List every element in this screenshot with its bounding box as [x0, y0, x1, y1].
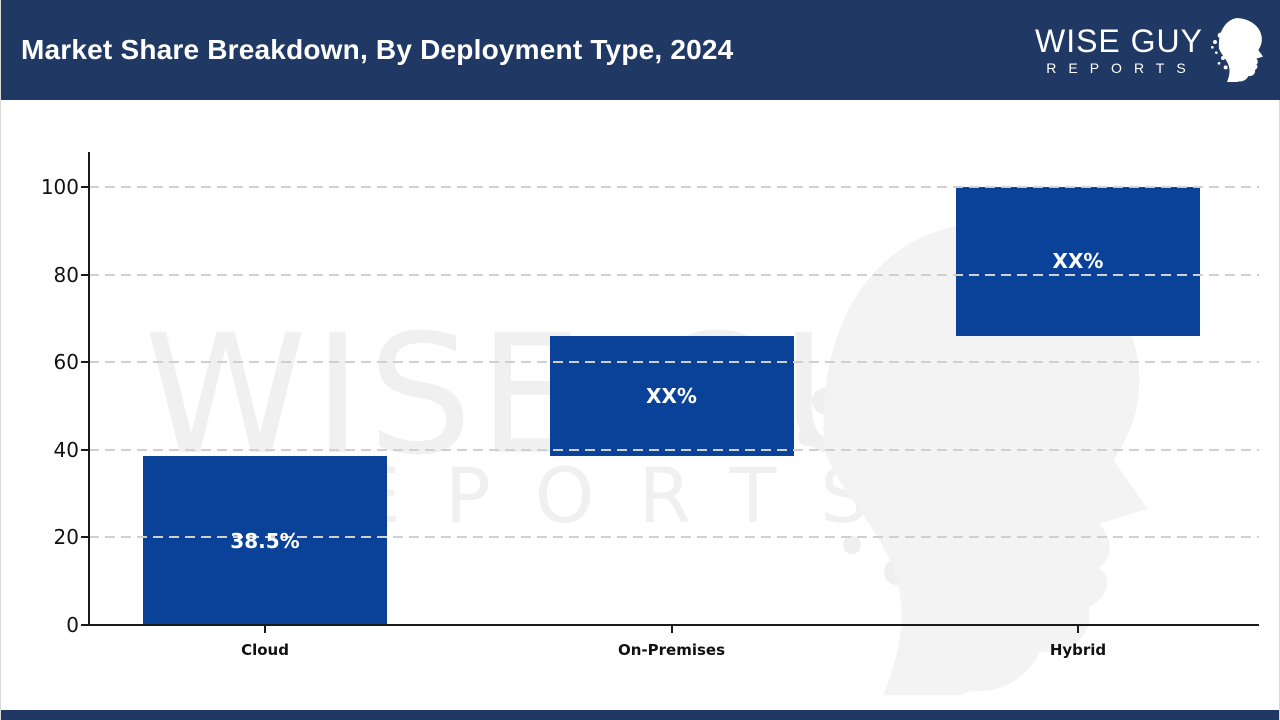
y-axis-tick-label: 20: [53, 525, 79, 550]
brand-tagline: REPORTS: [1046, 60, 1198, 76]
x-axis-line: [88, 624, 1259, 626]
x-axis-tick: [1077, 625, 1079, 633]
y-axis-tick: [81, 273, 89, 276]
y-axis-tick: [81, 536, 89, 539]
page-title: Market Share Breakdown, By Deployment Ty…: [21, 34, 734, 65]
x-axis-tick: [264, 625, 266, 633]
brand-name: WISE GUY: [1034, 23, 1203, 59]
head-profile-icon: [1211, 18, 1263, 82]
gridline: [89, 536, 1259, 539]
gridline: [89, 361, 1259, 364]
bar-cloud: [143, 456, 387, 625]
footer-bar: [1, 710, 1279, 720]
gridline: [89, 186, 1259, 188]
bar-value-label: 38.5%: [230, 528, 300, 553]
gridline: [89, 448, 1259, 451]
y-axis-tick-label: 60: [53, 350, 79, 375]
x-axis-category-label: On-Premises: [617, 641, 726, 659]
bar-on-premises: [549, 335, 794, 457]
y-axis-tick: [81, 624, 89, 626]
y-axis-tick-label: 40: [53, 437, 79, 462]
y-axis-tick: [81, 448, 89, 451]
y-axis-tick-label: 100: [40, 175, 79, 199]
y-axis-tick-label: 80: [53, 262, 79, 287]
bar-value-label: XX%: [1052, 249, 1104, 274]
y-axis-tick-label: 0: [66, 613, 79, 637]
brand-logo: WISE GUY REPORTS: [1035, 8, 1267, 92]
brand-logo-text: WISE GUY REPORTS: [1035, 24, 1203, 76]
x-axis-category-label: Cloud: [241, 641, 289, 659]
gridline: [89, 273, 1259, 276]
header-bar: Market Share Breakdown, By Deployment Ty…: [1, 0, 1280, 100]
y-axis-tick: [81, 361, 89, 364]
x-axis-category-label: Hybrid: [1049, 641, 1107, 659]
x-axis-tick: [670, 625, 673, 633]
y-axis-tick: [81, 186, 89, 188]
bar-value-label: XX%: [646, 384, 697, 409]
y-axis-line: [88, 152, 90, 626]
